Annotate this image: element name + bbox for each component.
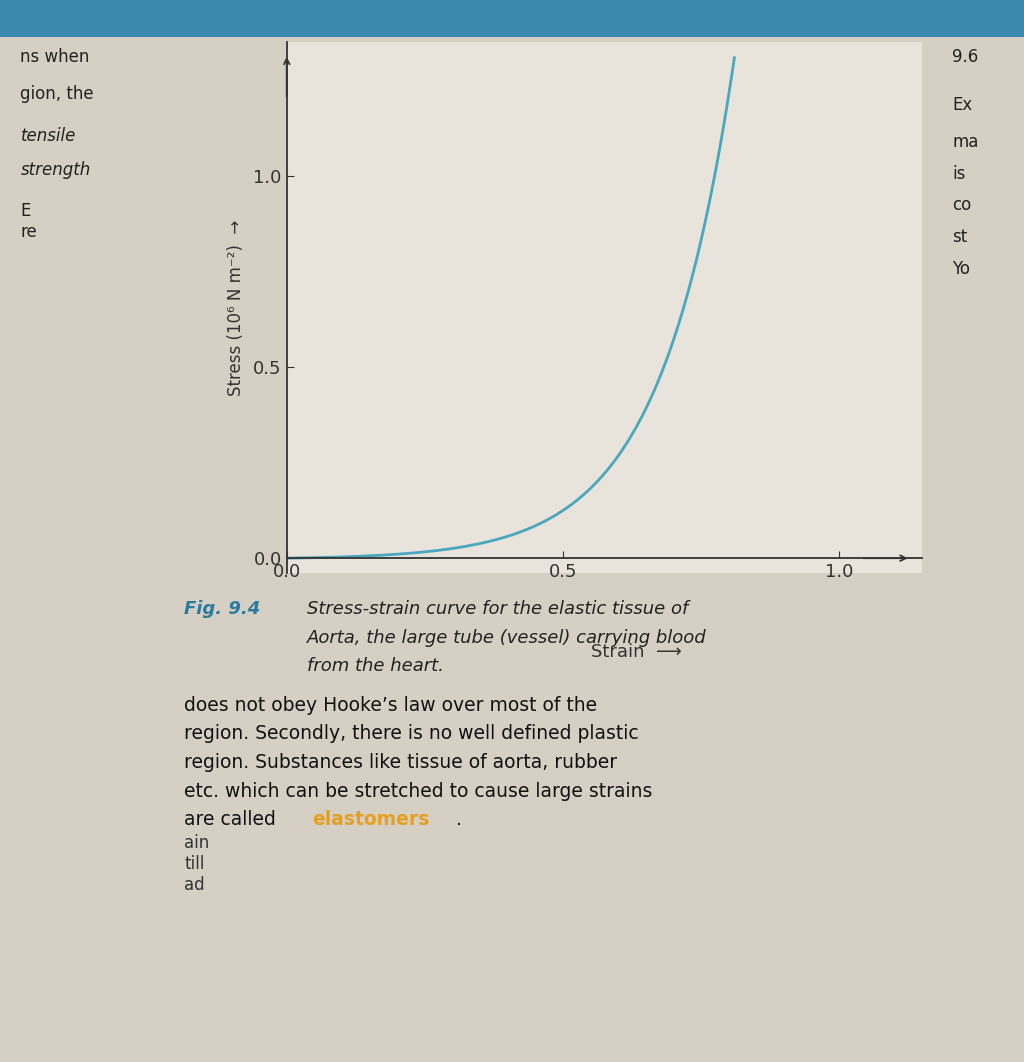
Text: Strain  ⟶: Strain ⟶ (591, 643, 681, 661)
Text: .: . (456, 810, 462, 829)
Text: is: is (952, 165, 966, 183)
Text: are called: are called (184, 810, 283, 829)
Text: from the heart.: from the heart. (307, 657, 444, 675)
Text: etc. which can be stretched to cause large strains: etc. which can be stretched to cause lar… (184, 782, 652, 801)
Y-axis label: Stress (10⁶ N m⁻²)  →: Stress (10⁶ N m⁻²) → (227, 220, 245, 396)
Text: till: till (184, 855, 205, 873)
Text: Yo: Yo (952, 260, 971, 278)
Text: ns when: ns when (20, 48, 90, 66)
Text: gion, the: gion, the (20, 85, 94, 103)
Text: strength: strength (20, 161, 91, 179)
Text: st: st (952, 228, 968, 246)
Text: co: co (952, 196, 972, 215)
Text: re: re (20, 223, 37, 241)
Text: elastomers: elastomers (312, 810, 430, 829)
Text: Stress-strain curve for the elastic tissue of: Stress-strain curve for the elastic tiss… (307, 600, 688, 618)
Text: region. Substances like tissue of aorta, rubber: region. Substances like tissue of aorta,… (184, 753, 617, 772)
Text: region. Secondly, there is no well defined plastic: region. Secondly, there is no well defin… (184, 724, 639, 743)
Text: Ex: Ex (952, 96, 973, 114)
Text: E: E (20, 202, 31, 220)
Text: Fig. 9.4: Fig. 9.4 (184, 600, 260, 618)
Text: tensile: tensile (20, 127, 76, 145)
Text: ma: ma (952, 133, 979, 151)
Text: ain: ain (184, 834, 210, 852)
Text: Aorta, the large tube (vessel) carrying blood: Aorta, the large tube (vessel) carrying … (307, 629, 707, 647)
Text: ad: ad (184, 876, 205, 894)
Text: 9.6: 9.6 (952, 48, 979, 66)
Text: does not obey Hooke’s law over most of the: does not obey Hooke’s law over most of t… (184, 696, 597, 715)
